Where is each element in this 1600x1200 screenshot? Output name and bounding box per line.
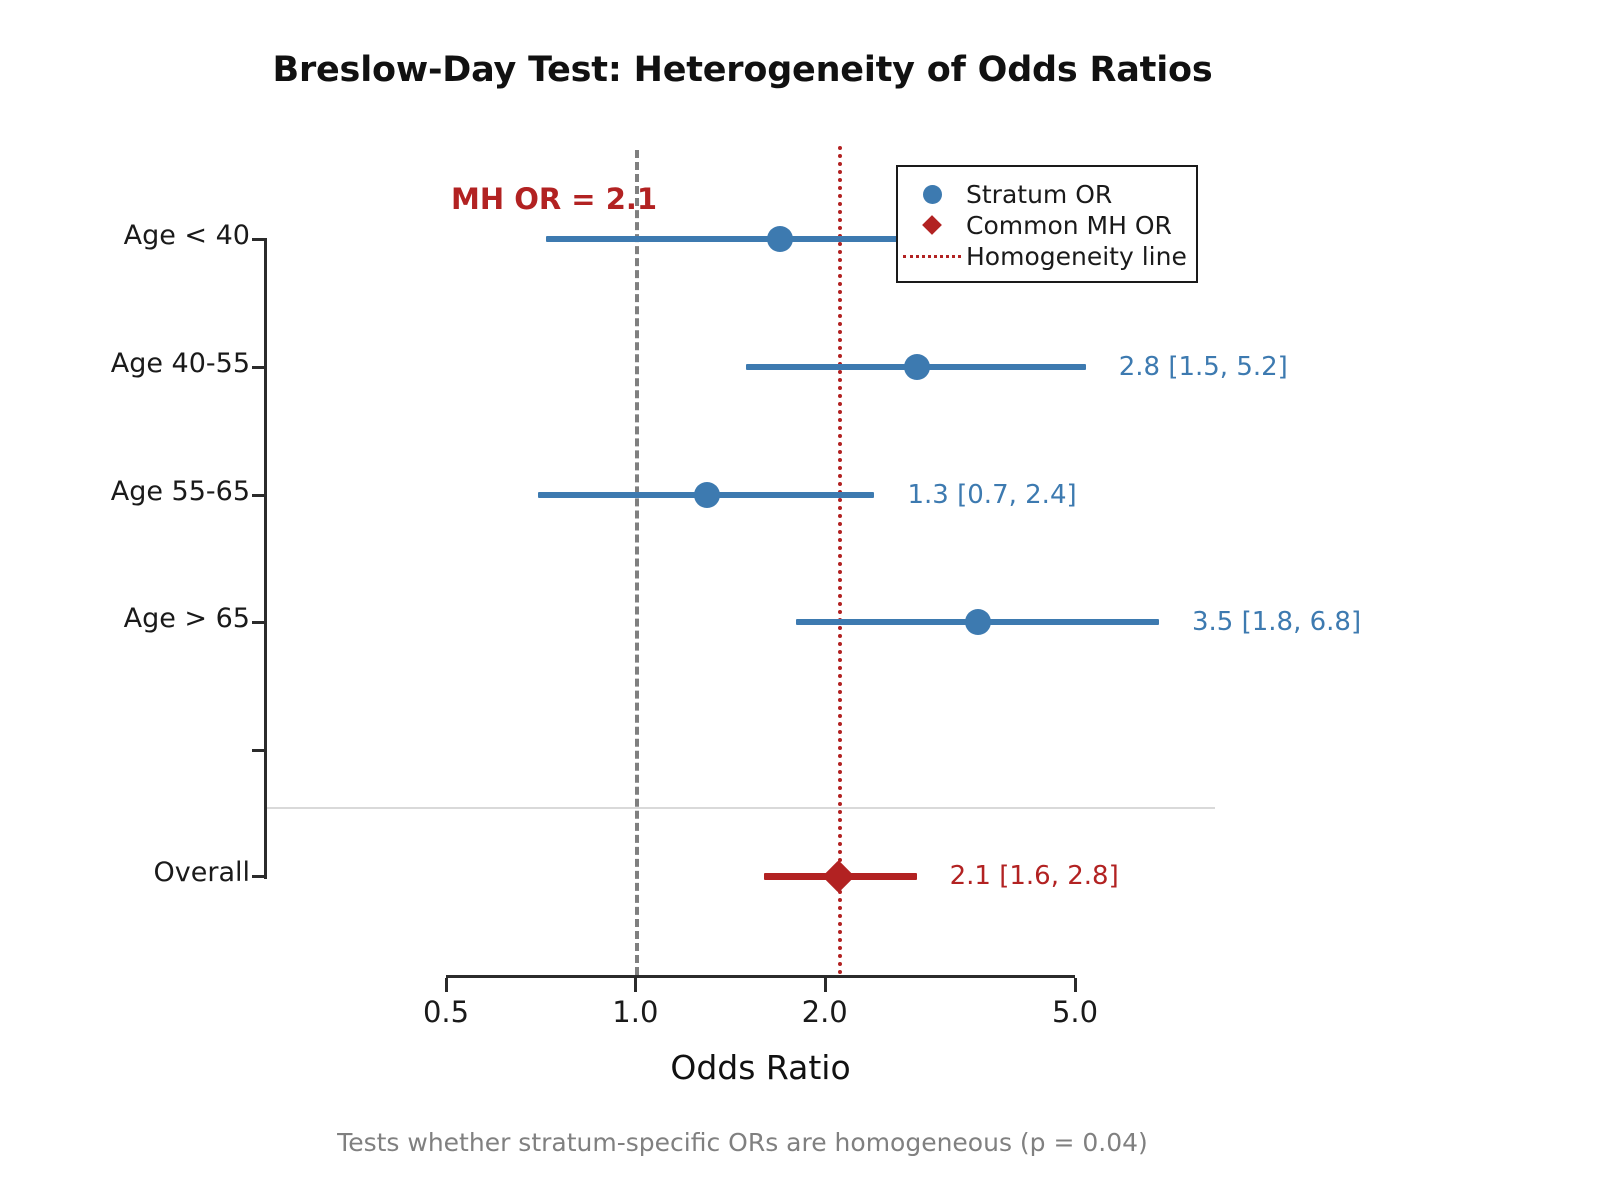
diamond-marker (922, 215, 942, 235)
mh-or-annotation: MH OR = 2.1 (451, 182, 658, 216)
x-axis-title: Odds Ratio (670, 1048, 851, 1087)
estimate-label: 2.1 [1.6, 2.8] (949, 861, 1119, 891)
x-tick-label: 0.5 (422, 995, 470, 1029)
estimate-label: 1.3 [0.7, 2.4] (907, 480, 1077, 510)
legend-item-label: Stratum OR (966, 179, 1113, 209)
confidence-interval-line (545, 236, 1070, 242)
legend-item[interactable]: Homogeneity line (898, 241, 1196, 271)
x-tick-label: 2.0 (801, 995, 848, 1029)
stratum-or-point-marker (903, 354, 930, 380)
overall-separator (264, 807, 1215, 809)
estimate-label: 2.8 [1.5, 5.2] (1118, 352, 1288, 382)
legend-item[interactable]: Common MH OR (898, 210, 1196, 240)
null-reference-line (635, 150, 640, 975)
stratum-or-point-marker (694, 482, 721, 508)
footer-note: Tests whether stratum-specific ORs are h… (337, 1128, 1148, 1157)
x-tick-label: 5.0 (1051, 995, 1099, 1029)
common-or-diamond-marker (821, 859, 855, 893)
x-tick-label: 1.0 (612, 995, 659, 1029)
legend-dotted-line-marker (898, 254, 966, 258)
y-tick-mark (252, 366, 267, 369)
y-tick-label-overall: Overall (153, 857, 251, 888)
page-title: Breslow-Day Test: Heterogeneity of Odds … (272, 50, 1213, 90)
stratum-or-point-marker (767, 226, 794, 252)
y-tick-mark (252, 875, 267, 878)
legend-item-label: Common MH OR (966, 210, 1172, 240)
y-tick-mark (252, 621, 267, 624)
y-tick-label-age-40-55: Age 40-55 (110, 348, 250, 379)
x-tick-mark (634, 978, 638, 992)
dotted-line-marker (903, 254, 961, 258)
y-tick-mark (252, 238, 267, 241)
legend-item-label: Homogeneity line (966, 241, 1187, 271)
legend-item[interactable]: Stratum OR (898, 179, 1196, 209)
y-tick-label-age-55-65: Age 55-65 (110, 476, 250, 507)
estimate-label: 3.5 [1.8, 6.8] (1191, 607, 1362, 637)
x-tick-mark (1074, 978, 1077, 992)
y-tick-label-age-65: Age > 65 (123, 603, 250, 634)
y-tick-label-age-40: Age < 40 (123, 220, 250, 251)
x-tick-mark (445, 978, 448, 992)
y-axis-spine (264, 239, 267, 879)
y-tick-mark (252, 494, 267, 497)
legend-circle-marker (898, 184, 966, 204)
stratum-or-point-marker (964, 609, 991, 635)
homogeneity-reference-line (838, 146, 843, 975)
x-axis-spine (446, 975, 1075, 978)
circle-marker (922, 184, 942, 204)
legend-box: Stratum OR Common MH OR Homogeneity line (896, 165, 1198, 283)
legend-diamond-marker (898, 215, 966, 235)
x-tick-mark (823, 978, 827, 992)
y-tick-mark (252, 749, 267, 752)
